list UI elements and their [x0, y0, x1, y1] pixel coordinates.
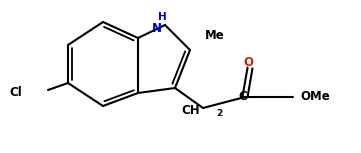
Text: 2: 2	[216, 110, 222, 119]
Text: O: O	[243, 56, 253, 69]
Text: C: C	[239, 91, 247, 103]
Text: CH: CH	[181, 104, 200, 118]
Text: H: H	[158, 12, 166, 22]
Text: Cl: Cl	[9, 86, 22, 99]
Text: N: N	[152, 22, 162, 34]
Text: Me: Me	[205, 28, 225, 41]
Text: OMe: OMe	[300, 91, 330, 103]
